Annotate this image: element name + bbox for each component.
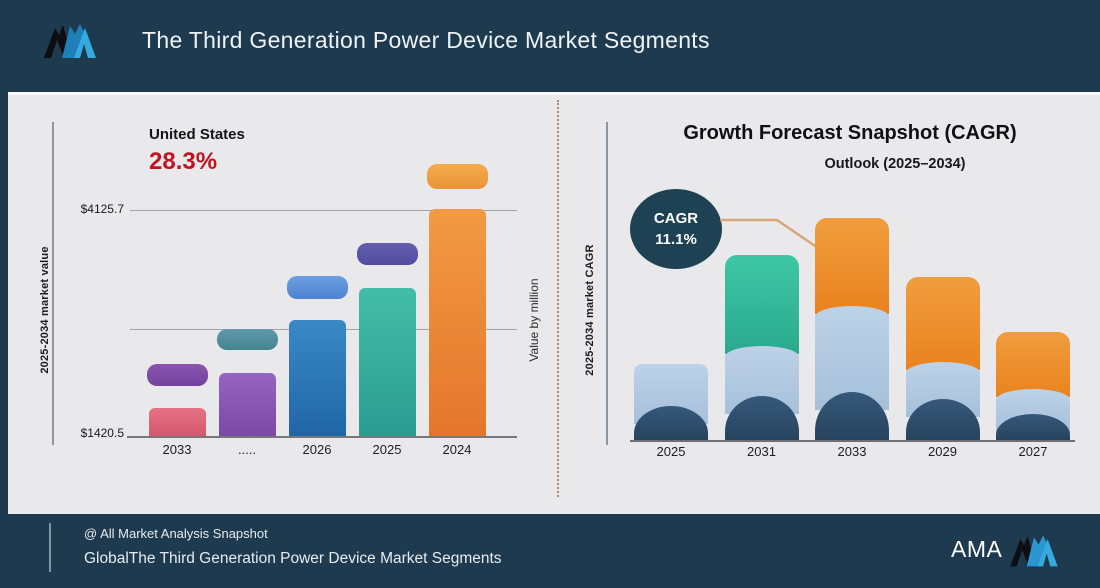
left-bar-chart bbox=[146, 160, 488, 436]
footer-line2: GlobalThe Third Generation Power Device … bbox=[84, 550, 502, 567]
left-bar-group-2024 bbox=[426, 164, 488, 436]
footer-brand-text: AMA bbox=[951, 536, 1003, 562]
right-x-axis-labels: 2025 2031 2033 2029 2027 bbox=[634, 444, 1070, 459]
left-bar-group-2033 bbox=[146, 364, 208, 436]
segment-top-orange bbox=[996, 332, 1070, 397]
footer-bar: @ All Market Analysis Snapshot GlobalThe… bbox=[0, 514, 1100, 588]
region-label: United States bbox=[149, 126, 245, 143]
footer-divider-line bbox=[49, 523, 51, 572]
right-bar-group-2029 bbox=[905, 277, 980, 440]
left-ytick-base: $1420.5 bbox=[80, 426, 124, 440]
left-x-label-2033: 2033 bbox=[162, 442, 192, 457]
value-axis-label: Value by million bbox=[527, 278, 541, 362]
left-y-axis-line bbox=[52, 122, 54, 445]
right-bar-group-2033 bbox=[815, 218, 889, 440]
right-y-axis-label: 2025-2034 market CAGR bbox=[584, 244, 596, 376]
footer-line1: @ All Market Analysis Snapshot bbox=[84, 526, 268, 541]
page-title: The Third Generation Power Device Market… bbox=[142, 27, 710, 53]
right-x-axis-line bbox=[630, 440, 1075, 442]
right-x-label-2031: 2031 bbox=[747, 444, 776, 459]
right-bar-group-2031 bbox=[724, 255, 799, 440]
left-y-axis-label: 2025-2034 market value bbox=[39, 246, 51, 374]
right-x-label-2025: 2025 bbox=[656, 444, 686, 459]
region-cagr-value: 28.3% bbox=[149, 148, 218, 175]
segment-top-teal bbox=[724, 255, 799, 354]
left-x-label-2026: 2026 bbox=[302, 442, 332, 457]
bar-cap bbox=[426, 164, 488, 189]
right-chart-title: Growth Forecast Snapshot (CAGR) bbox=[683, 122, 1017, 144]
bar-cap bbox=[146, 364, 208, 386]
left-x-label-.....: ..... bbox=[237, 442, 257, 457]
left-ytick-top: $4125.7 bbox=[80, 202, 124, 216]
left-x-axis-line bbox=[127, 436, 517, 438]
header-bar: The Third Generation Power Device Market… bbox=[0, 0, 1100, 92]
bar-2025 bbox=[358, 288, 416, 436]
right-x-label-2027: 2027 bbox=[1018, 444, 1048, 459]
bar-cap bbox=[356, 243, 418, 265]
left-bar-group-2026 bbox=[286, 276, 348, 436]
bar-2024 bbox=[428, 209, 486, 436]
panel-divider bbox=[557, 100, 559, 497]
left-bar-group-..... bbox=[216, 329, 278, 436]
bar-2033 bbox=[148, 408, 206, 436]
left-x-axis-labels: 2033..... 2026 2025 2024 bbox=[146, 442, 488, 457]
left-x-label-2024: 2024 bbox=[442, 442, 472, 457]
cagr-badge: CAGR 11.1% bbox=[630, 189, 722, 269]
right-bar-chart bbox=[634, 215, 1070, 440]
right-bar-group-2025 bbox=[634, 364, 708, 440]
left-x-label-2025: 2025 bbox=[372, 442, 402, 457]
bar-..... bbox=[218, 373, 276, 436]
cagr-connector-line bbox=[720, 218, 819, 250]
bar-2026 bbox=[288, 320, 346, 436]
cagr-badge-value: 11.1% bbox=[655, 231, 697, 248]
bar-cap bbox=[286, 276, 348, 299]
right-chart-subtitle: Outlook (2025–2034) bbox=[824, 156, 966, 172]
segment-top-orange bbox=[815, 218, 889, 314]
segment-top-orange bbox=[905, 277, 980, 370]
cagr-badge-label: CAGR bbox=[653, 210, 699, 227]
right-y-axis-line bbox=[606, 122, 608, 445]
left-gridline-top bbox=[130, 210, 517, 211]
right-x-label-2033: 2033 bbox=[837, 444, 867, 459]
bar-cap bbox=[216, 329, 278, 350]
left-bar-group-2025 bbox=[356, 243, 418, 436]
ama-logo-icon bbox=[44, 24, 96, 58]
footer-ama-logo-icon bbox=[1010, 535, 1058, 567]
segment-base bbox=[996, 414, 1070, 440]
right-x-label-2029: 2029 bbox=[928, 444, 957, 459]
right-bar-group-2027 bbox=[996, 332, 1070, 440]
